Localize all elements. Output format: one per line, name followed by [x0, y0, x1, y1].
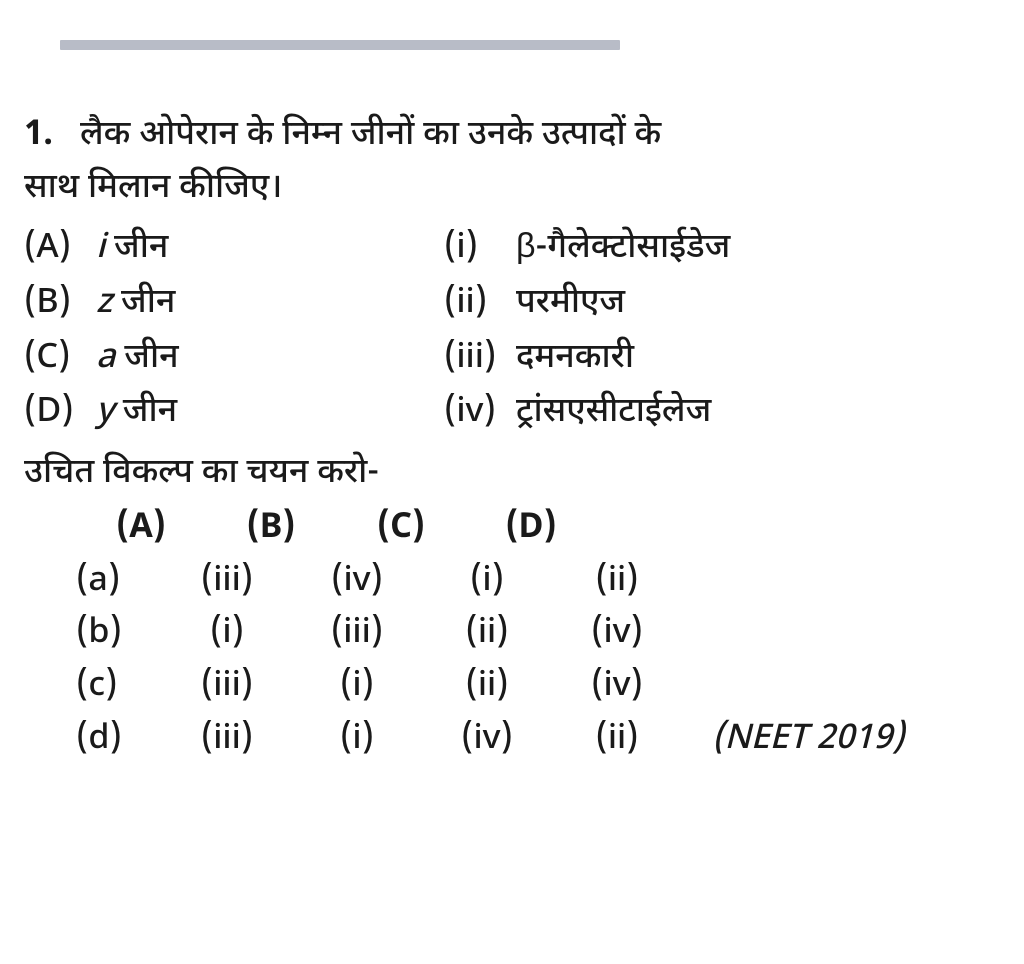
- page: 1. लैक ओपेरान के निम्न जीनों का उनके उत्…: [0, 0, 1024, 806]
- option-cell: (iv): [552, 608, 682, 661]
- option-row: (a) (iii) (iv) (i) (ii): [76, 556, 984, 609]
- stem-line-1: लैक ओपेरान के निम्न जीनों का उनके उत्पाद…: [80, 110, 984, 163]
- match-left-row: (C) a जीन: [24, 333, 444, 386]
- match-columns: (A) i जीन (B) z जीन (C) a जीन (D) y जीन: [24, 221, 984, 442]
- left-label: (A): [24, 223, 96, 276]
- left-label: (D): [24, 387, 96, 440]
- option-key: (a): [76, 556, 162, 609]
- left-var: a: [96, 337, 115, 381]
- right-label: (ii): [444, 278, 516, 331]
- option-cell: (iii): [162, 714, 292, 767]
- stem-line-2: साथ मिलान कीजिए।: [24, 163, 984, 216]
- left-label: (B): [24, 278, 96, 331]
- option-cell: (iv): [552, 661, 682, 714]
- option-cell: (iii): [292, 608, 422, 661]
- right-label: (iii): [444, 333, 516, 386]
- option-row: (b) (i) (iii) (ii) (iv): [76, 608, 984, 661]
- right-label: (iv): [444, 387, 516, 440]
- option-cell: (i): [292, 714, 422, 767]
- option-row: (c) (iii) (i) (ii) (iv): [76, 661, 984, 714]
- option-header: (A) (B) (C) (D): [0, 503, 984, 556]
- left-text: जीन: [115, 337, 178, 381]
- match-left-row: (B) z जीन: [24, 278, 444, 331]
- option-cell: (ii): [422, 661, 552, 714]
- left-text: जीन: [105, 227, 168, 271]
- match-right-row: (i) β-गैलेक्टोसाईडेज: [444, 223, 984, 276]
- option-header-cell: (A): [76, 503, 206, 556]
- right-label: (i): [444, 223, 516, 276]
- left-var: i: [96, 227, 105, 271]
- option-cell: (i): [162, 608, 292, 661]
- question-block: 1. लैक ओपेरान के निम्न जीनों का उनके उत्…: [20, 110, 984, 766]
- match-right-row: (iv) ट्रांसएसीटाईलेज: [444, 387, 984, 440]
- column-left: (A) i जीन (B) z जीन (C) a जीन (D) y जीन: [24, 221, 444, 442]
- instruction: उचित विकल्प का चयन करो-: [24, 448, 984, 501]
- left-var: y: [96, 391, 114, 435]
- match-right-row: (ii) परमीएज: [444, 278, 984, 331]
- option-key: (d): [76, 714, 162, 767]
- left-var: z: [96, 282, 112, 326]
- option-cell: (i): [422, 556, 552, 609]
- option-header-cell: (D): [466, 503, 596, 556]
- option-row-with-source: (d) (iii) (i) (iv) (ii) (NEET 2019): [76, 714, 984, 767]
- right-text: दमनकारी: [516, 333, 634, 386]
- option-cell: (ii): [422, 608, 552, 661]
- option-row: (d) (iii) (i) (iv) (ii): [76, 714, 682, 767]
- question-body: लैक ओपेरान के निम्न जीनों का उनके उत्पाद…: [80, 110, 984, 766]
- option-table: (A) (B) (C) (D) (a) (iii) (iv) (i) (ii) …: [76, 503, 984, 766]
- column-right: (i) β-गैलेक्टोसाईडेज (ii) परमीएज (iii) द…: [444, 221, 984, 442]
- match-left-row: (A) i जीन: [24, 223, 444, 276]
- match-left-row: (D) y जीन: [24, 387, 444, 440]
- right-text: ट्रांसएसीटाईलेज: [516, 387, 711, 440]
- option-cell: (iv): [422, 714, 552, 767]
- header-bar: [60, 40, 620, 50]
- left-text: जीन: [112, 282, 175, 326]
- option-cell: (ii): [552, 556, 682, 609]
- match-right-row: (iii) दमनकारी: [444, 333, 984, 386]
- option-header-cell: (B): [206, 503, 336, 556]
- left-text: जीन: [114, 391, 177, 435]
- right-text: परमीएज: [516, 278, 625, 331]
- option-key: (b): [76, 608, 162, 661]
- option-cell: (ii): [552, 714, 682, 767]
- source-citation: (NEET 2019): [712, 714, 904, 767]
- option-cell: (iii): [162, 556, 292, 609]
- left-label: (C): [24, 333, 96, 386]
- option-header-cell: (C): [336, 503, 466, 556]
- right-text: β-गैलेक्टोसाईडेज: [516, 223, 730, 276]
- option-cell: (iv): [292, 556, 422, 609]
- option-key: (c): [76, 661, 162, 714]
- option-cell: (i): [292, 661, 422, 714]
- option-cell: (iii): [162, 661, 292, 714]
